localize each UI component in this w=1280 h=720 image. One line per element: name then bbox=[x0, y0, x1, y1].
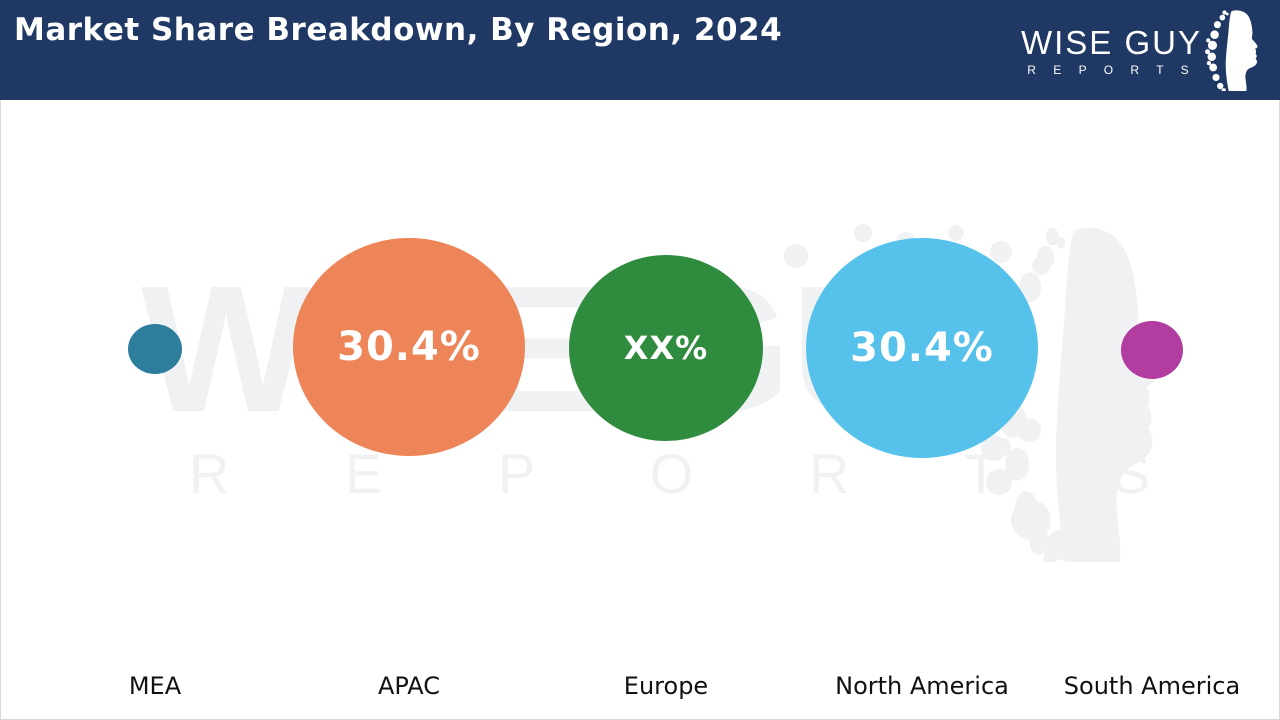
bubble-south-america bbox=[1121, 321, 1183, 379]
category-label-north-america: North America bbox=[835, 672, 1009, 700]
category-label-mea: MEA bbox=[128, 672, 182, 700]
logo-tagline: R E P O R T S bbox=[1027, 62, 1196, 77]
logo-wordmark-block: WISE GUY R E P O R T S bbox=[1021, 24, 1202, 77]
bubble-europe: XX% bbox=[569, 255, 763, 441]
bubble-value-europe: XX% bbox=[623, 329, 709, 367]
chart-area: WISE GUY R E P O R T S 30.4%XX%30.4% MEA… bbox=[0, 100, 1280, 720]
category-label-europe: Europe bbox=[623, 672, 709, 700]
header-bar: Market Share Breakdown, By Region, 2024 … bbox=[0, 0, 1280, 100]
category-label-south-america: South America bbox=[1063, 672, 1241, 700]
logo-head-icon bbox=[1205, 10, 1258, 91]
bubble-value-north-america: 30.4% bbox=[850, 325, 994, 371]
bubble-north-america: 30.4% bbox=[806, 238, 1038, 458]
brand-logo: WISE GUY R E P O R T S bbox=[1021, 6, 1264, 94]
chart-title: Market Share Breakdown, By Region, 2024 bbox=[14, 12, 783, 48]
bubble-apac: 30.4% bbox=[293, 238, 525, 456]
category-label-apac: APAC bbox=[377, 672, 441, 700]
bubble-value-apac: 30.4% bbox=[337, 324, 481, 370]
logo-wordmark: WISE GUY bbox=[1020, 23, 1202, 61]
bubble-mea bbox=[128, 324, 182, 374]
